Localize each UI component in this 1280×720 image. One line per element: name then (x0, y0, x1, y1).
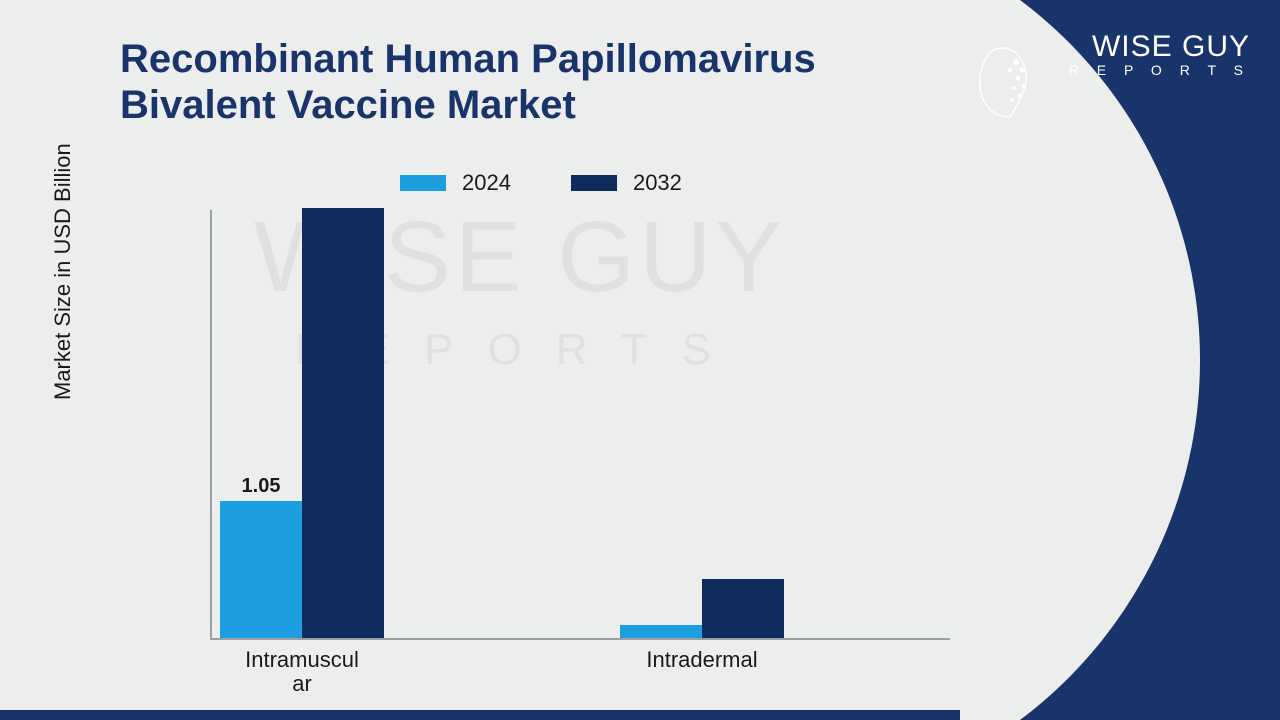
chart-title: Recombinant Human Papillomavirus Bivalen… (120, 36, 880, 128)
brand-logo-main: WISE GUY (1069, 30, 1250, 64)
category-label-intradermal: Intradermal (600, 648, 804, 672)
x-axis-line (210, 638, 950, 640)
bar-intradermal-2032 (702, 579, 784, 638)
brand-logo-sub: R E P O R T S (1069, 62, 1250, 78)
legend-label-2024: 2024 (462, 170, 511, 196)
legend-swatch-2032 (571, 175, 617, 191)
legend-item-2024: 2024 (400, 170, 511, 196)
y-axis-line (210, 210, 212, 640)
plot-area (120, 210, 940, 640)
brand-logo: WISE GUY R E P O R T S (1069, 30, 1250, 78)
brand-head-icon (970, 42, 1040, 122)
chart-canvas: WISE GUY R E P O R T S Recombinant Human… (0, 0, 1280, 720)
value-label-intramuscular-2024: 1.05 (210, 475, 312, 498)
bar-intradermal-2024 (620, 625, 702, 638)
legend-label-2032: 2032 (633, 170, 682, 196)
bar-intramuscular-2024 (220, 501, 302, 638)
bottom-accent-bar (0, 710, 960, 720)
legend: 2024 2032 (400, 170, 682, 196)
category-label-intramuscular: Intramuscular (200, 648, 404, 696)
y-axis-label: Market Size in USD Billion (50, 143, 76, 400)
bar-intramuscular-2032 (302, 208, 384, 638)
legend-swatch-2024 (400, 175, 446, 191)
legend-item-2032: 2032 (571, 170, 682, 196)
